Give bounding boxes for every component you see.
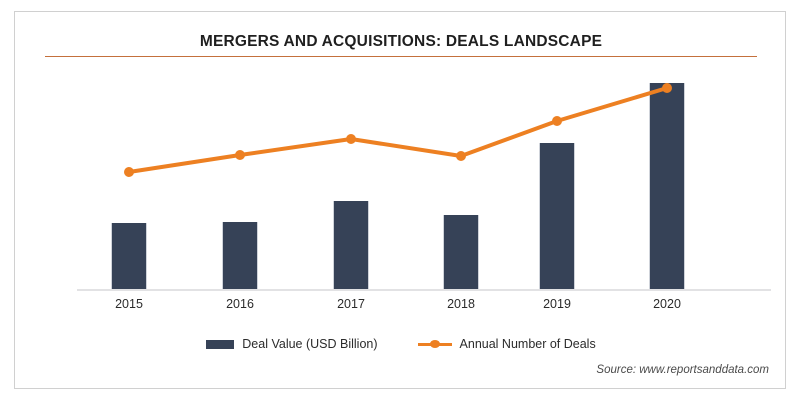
x-tick-label-2019: 2019 [543, 297, 571, 311]
line-point-2019 [552, 116, 562, 126]
bar-2015 [111, 223, 147, 289]
x-axis-line [77, 289, 771, 291]
plot-area: 2015 2016 2017 2018 2019 2020 [15, 12, 787, 390]
chart-legend: Deal Value (USD Billion) Annual Number o… [15, 337, 787, 351]
x-tick-label-2020: 2020 [653, 297, 681, 311]
legend-item-deal-value[interactable]: Deal Value (USD Billion) [206, 337, 378, 351]
legend-label-deal-value: Deal Value (USD Billion) [242, 337, 378, 351]
legend-line-marker-icon [417, 338, 452, 350]
line-point-2018 [456, 151, 466, 161]
x-tick-label-2016: 2016 [226, 297, 254, 311]
line-point-2015 [124, 167, 134, 177]
chart-card: MERGERS AND ACQUISITIONS: DEALS LANDSCAP… [14, 11, 786, 389]
line-point-2017 [346, 134, 356, 144]
x-tick-label-2015: 2015 [115, 297, 143, 311]
bar-2020 [649, 83, 685, 289]
legend-item-annual-number-of-deals[interactable]: Annual Number of Deals [417, 337, 596, 351]
line-point-2016 [235, 150, 245, 160]
bar-2018 [443, 215, 479, 289]
page-title: MERGERS AND ACQUISITIONS: DEALS LANDSCAP… [199, 33, 603, 50]
title-divider [45, 56, 757, 57]
line-path-annual-number-of-deals [127, 86, 669, 174]
legend-label-annual-number-of-deals: Annual Number of Deals [459, 337, 596, 351]
bar-2017 [333, 201, 369, 289]
x-tick-label-2018: 2018 [447, 297, 475, 311]
bar-2019 [539, 143, 575, 289]
bar-2016 [222, 222, 258, 289]
x-tick-label-2017: 2017 [337, 297, 365, 311]
source-attribution: Source: www.reportsanddata.com [596, 364, 769, 376]
legend-bar-swatch-icon [206, 339, 235, 349]
